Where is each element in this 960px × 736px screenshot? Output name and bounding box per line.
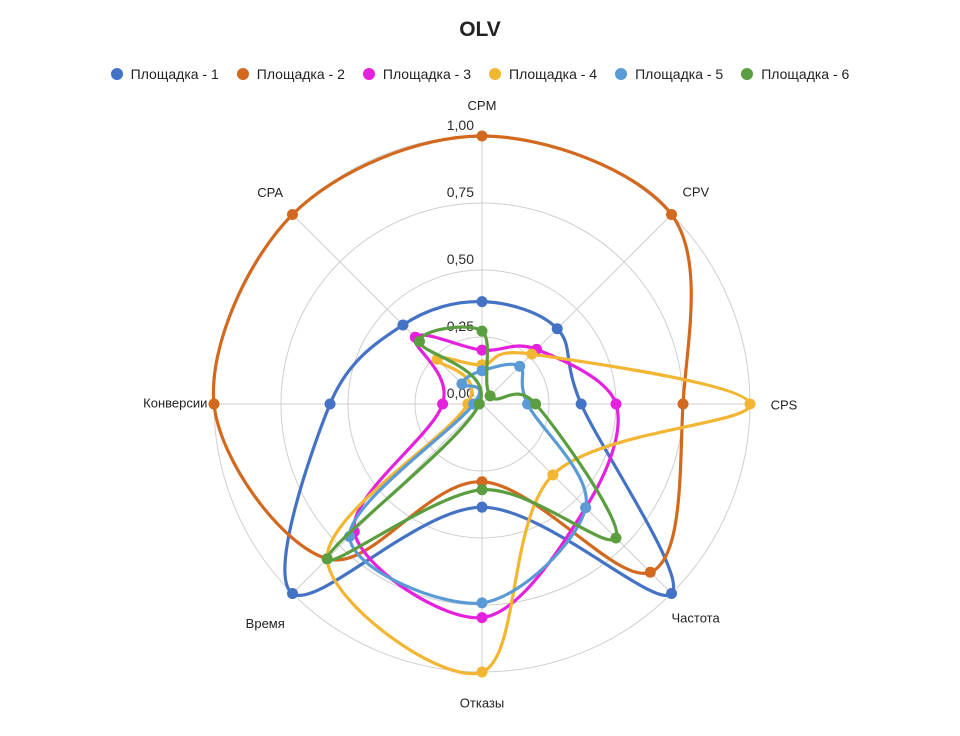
- svg-text:0,50: 0,50: [447, 251, 474, 267]
- svg-text:CPS: CPS: [771, 397, 798, 412]
- svg-text:1,00: 1,00: [447, 117, 474, 133]
- svg-text:Отказы: Отказы: [460, 696, 504, 711]
- svg-text:Конверсии: Конверсии: [143, 395, 207, 410]
- svg-text:CPA: CPA: [257, 185, 283, 200]
- svg-text:CPV: CPV: [683, 184, 710, 199]
- svg-text:0,75: 0,75: [447, 184, 474, 200]
- svg-text:CPM: CPM: [468, 98, 497, 113]
- svg-text:Время: Время: [246, 616, 285, 631]
- svg-text:Частота: Частота: [672, 610, 721, 625]
